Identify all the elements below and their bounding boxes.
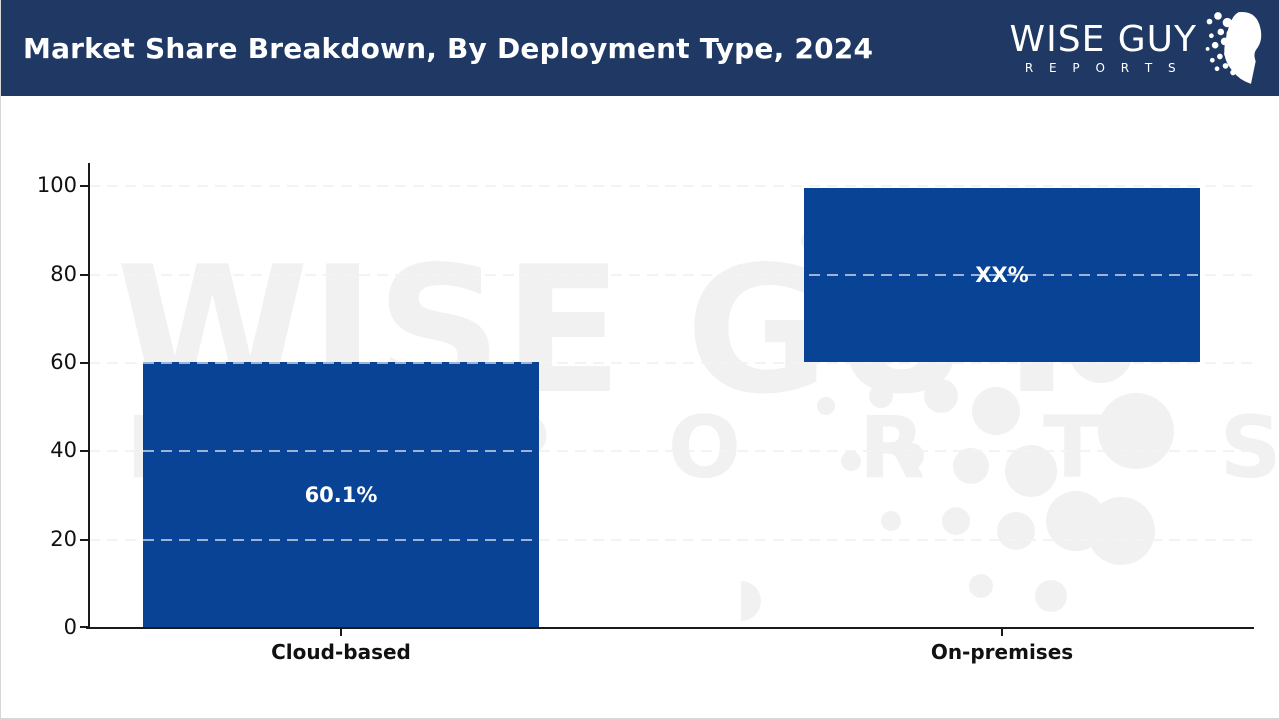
gridline-overlay-100 [89,185,1254,187]
y-tickmark-60 [80,362,89,364]
y-tickmark-100 [80,185,89,187]
y-tick-label-40: 40 [50,438,77,462]
x-tick-label-cloud-based: Cloud-based [271,640,411,664]
wise-guy-logo: WISE GUY R E P O R T S [1010,8,1268,88]
y-tick-label-0: 0 [63,615,77,639]
y-tick-label-80: 80 [50,262,77,286]
x-tick-label-on-premises: On-premises [930,640,1074,664]
bar-cloud-based [143,362,539,627]
y-axis-line [88,163,90,627]
y-tickmark-40 [80,450,89,452]
x-tickmark-on-premises [1001,627,1003,636]
logo-text-block: WISE GUY R E P O R T S [1009,18,1198,75]
gridline-overlay-20 [89,539,1254,541]
y-tick-label-20: 20 [50,527,77,551]
logo-face-icon [1205,11,1262,84]
bar-label-cloud-based: 60.1% [304,483,378,507]
x-axis-line [86,627,1254,629]
header-bar: Market Share Breakdown, By Deployment Ty… [1,0,1279,96]
gridline-overlay-80 [89,274,1254,276]
y-tickmark-80 [80,274,89,276]
x-tickmark-cloud-based [340,627,342,636]
logo-wordmark: WISE GUY [1009,18,1197,60]
y-tickmark-0 [80,626,89,628]
y-tick-label-60: 60 [50,350,77,374]
bar-label-on-premises: XX% [975,263,1029,287]
bar-chart: WISE GUY R E P O R T S [1,96,1279,718]
page-title: Market Share Breakdown, By Deployment Ty… [23,31,874,65]
logo-subtext: R E P O R T S [1024,60,1182,75]
gridline-overlay-40 [89,450,1254,452]
y-tick-label-100: 100 [36,173,77,197]
gridline-overlay-60 [89,362,1254,364]
y-tickmark-20 [80,539,89,541]
